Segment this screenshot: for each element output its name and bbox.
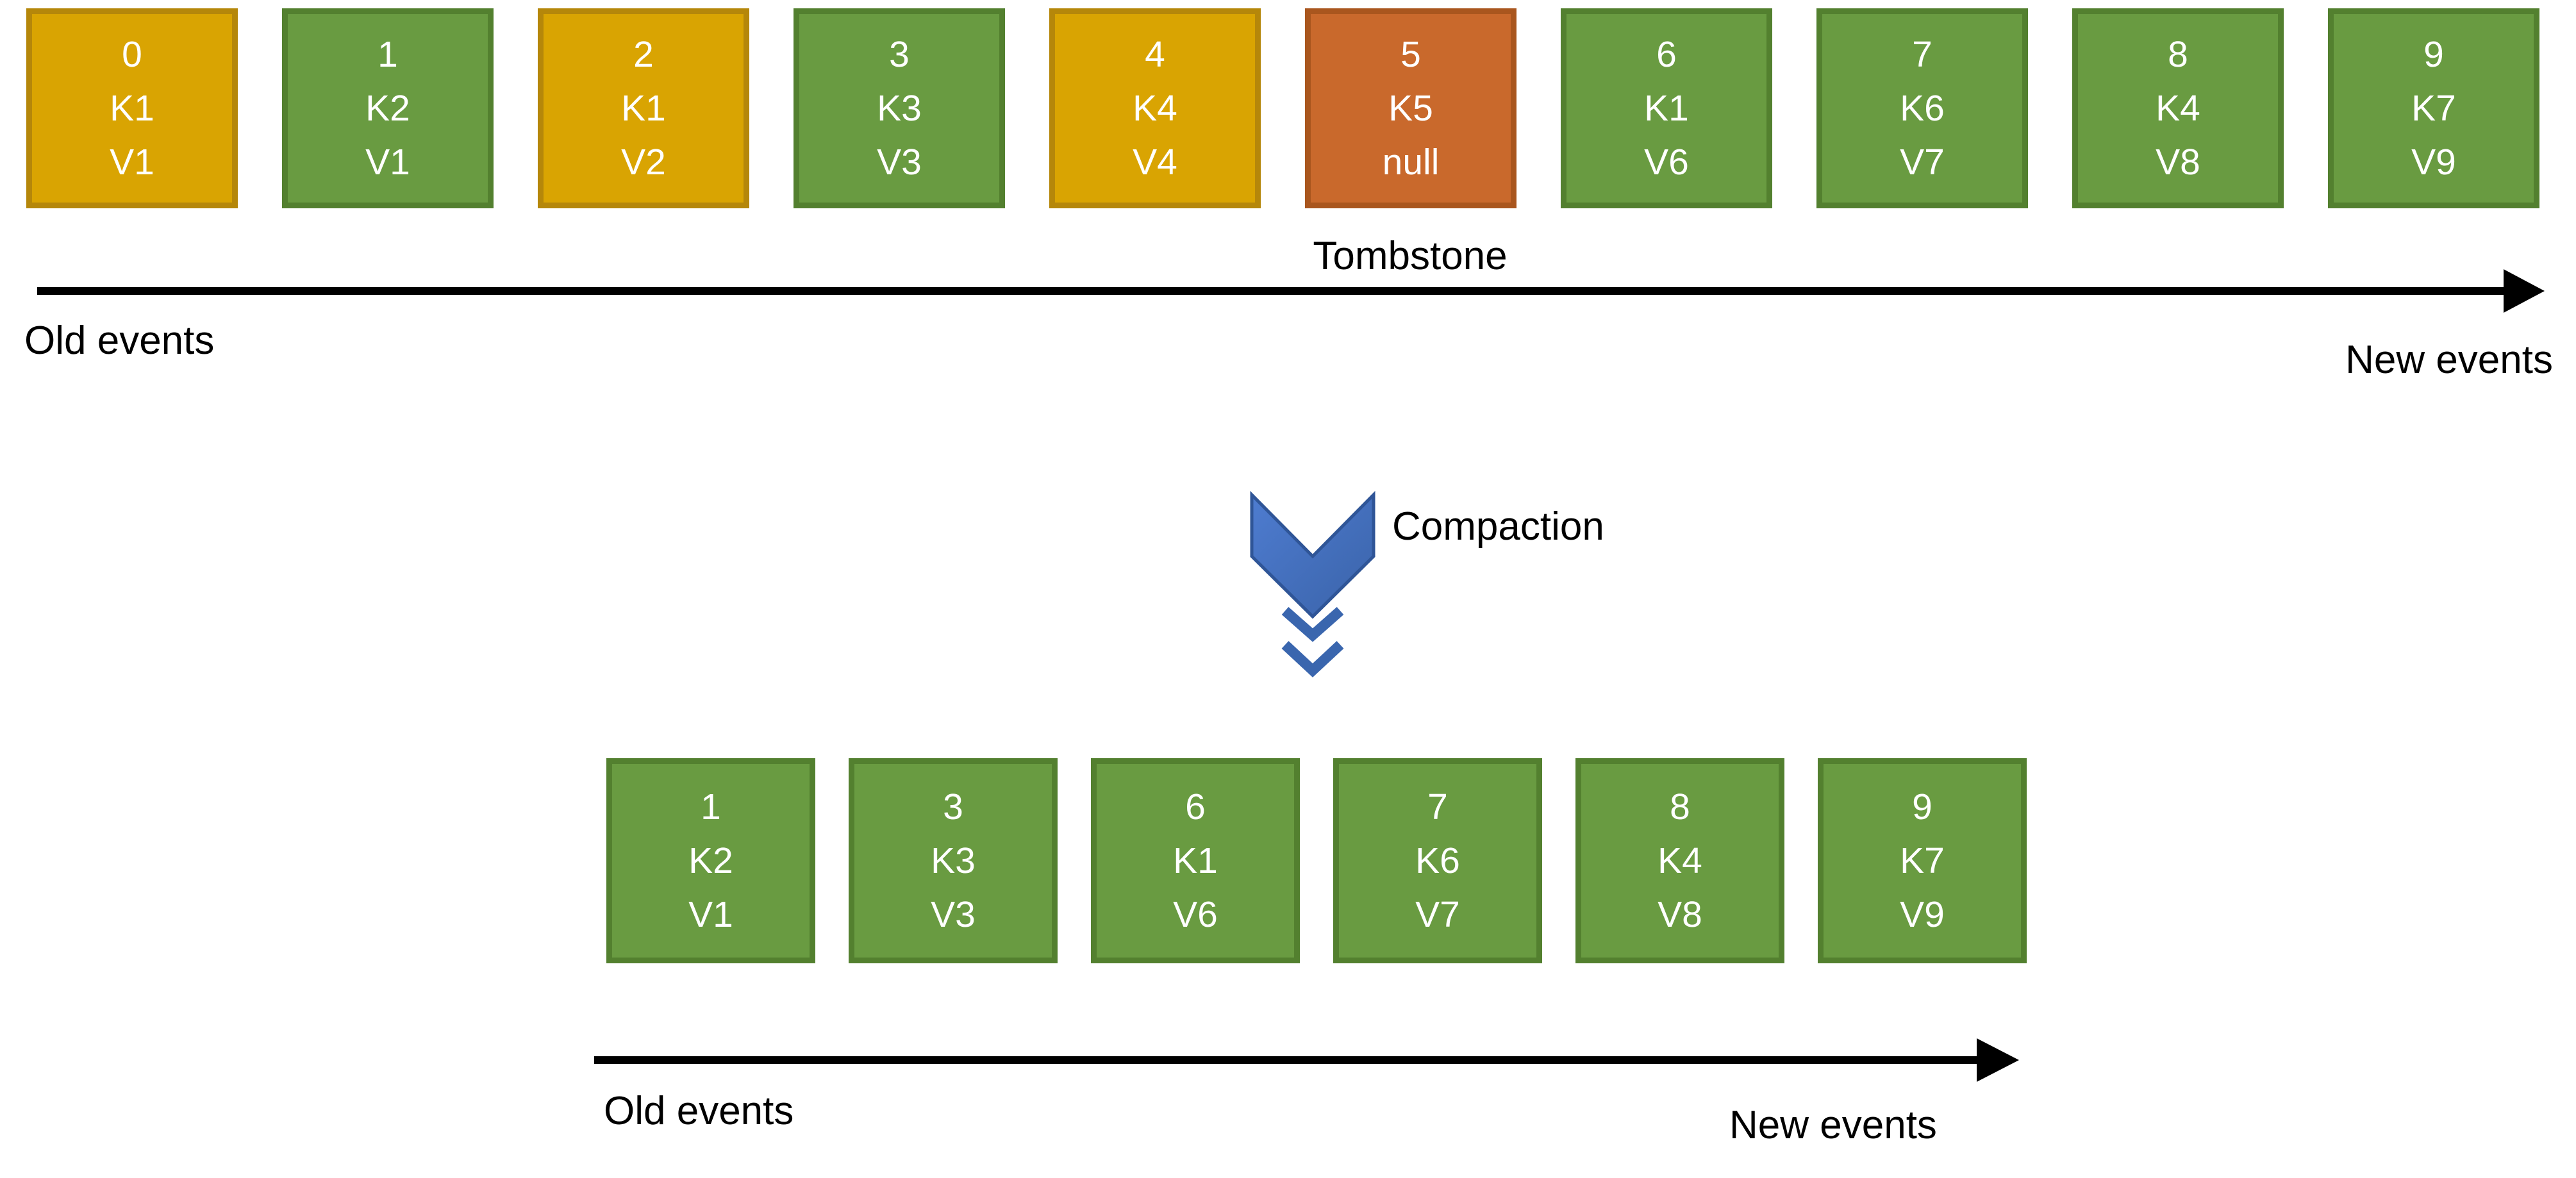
event-offset: 7 [1912, 34, 1932, 75]
top-arrowhead-icon [2504, 269, 2545, 313]
event-key: K4 [2156, 88, 2200, 129]
compacted-box-3: 7 K6 V7 [1333, 758, 1542, 963]
event-value: V9 [1900, 894, 1945, 935]
event-value: V3 [877, 142, 922, 183]
event-offset: 3 [943, 786, 963, 827]
bottom-timeline-arrow [594, 1038, 2019, 1082]
event-offset: 5 [1400, 34, 1421, 75]
event-value: null [1382, 142, 1440, 183]
big-chevron-down-icon [1250, 490, 1375, 619]
top-new-events-label: New events [2345, 338, 2553, 382]
event-box-8: 8 K4 V8 [2072, 8, 2284, 208]
event-offset: 8 [1670, 786, 1690, 827]
tombstone-label: Tombstone [1313, 234, 1508, 278]
event-key: K3 [931, 840, 976, 881]
event-box-3: 3 K3 V3 [794, 8, 1005, 208]
event-value: V2 [621, 142, 666, 183]
event-key: K2 [688, 840, 733, 881]
event-value: V7 [1900, 142, 1945, 183]
event-box-7: 7 K6 V7 [1816, 8, 2028, 208]
event-offset: 9 [1912, 786, 1932, 827]
event-key: K4 [1658, 840, 1702, 881]
event-key: K1 [621, 88, 666, 129]
event-box-2: 2 K1 V2 [538, 8, 749, 208]
event-key: K5 [1388, 88, 1433, 129]
event-offset: 0 [122, 34, 142, 75]
event-value: V1 [110, 142, 154, 183]
event-key: K1 [1173, 840, 1218, 881]
event-key: K6 [1415, 840, 1460, 881]
event-offset: 9 [2423, 34, 2444, 75]
compacted-box-4: 8 K4 V8 [1575, 758, 1784, 963]
compacted-box-2: 6 K1 V6 [1091, 758, 1300, 963]
event-value: V4 [1133, 142, 1177, 183]
event-value: V7 [1415, 894, 1460, 935]
event-offset: 6 [1656, 34, 1677, 75]
event-offset: 1 [701, 786, 721, 827]
event-box-6: 6 K1 V6 [1561, 8, 1772, 208]
event-box-0: 0 K1 V1 [26, 8, 238, 208]
top-old-events-label: Old events [24, 319, 215, 363]
event-key: K1 [110, 88, 154, 129]
event-offset: 3 [889, 34, 910, 75]
event-value: V8 [1658, 894, 1702, 935]
event-offset: 7 [1427, 786, 1448, 827]
event-value: V8 [2156, 142, 2200, 183]
top-timeline-arrow [37, 269, 2545, 313]
event-offset: 8 [2168, 34, 2188, 75]
event-offset: 4 [1145, 34, 1165, 75]
compaction-label: Compaction [1392, 504, 1604, 549]
compaction-chevron-icon [1250, 490, 1375, 677]
event-offset: 6 [1185, 786, 1206, 827]
small-chevron-down-icon [1281, 641, 1344, 677]
bottom-arrowhead-icon [1977, 1038, 2019, 1082]
compacted-box-1: 3 K3 V3 [849, 758, 1058, 963]
event-offset: 2 [633, 34, 654, 75]
bottom-new-events-label: New events [1729, 1103, 1937, 1147]
compacted-box-0: 1 K2 V1 [606, 758, 815, 963]
event-key: K1 [1644, 88, 1689, 129]
event-offset: 1 [378, 34, 398, 75]
event-key: K7 [1900, 840, 1945, 881]
event-value: V1 [688, 894, 733, 935]
event-key: K7 [2411, 88, 2456, 129]
event-key: K6 [1900, 88, 1945, 129]
small-chevron-down-icon [1281, 607, 1344, 642]
event-key: K2 [365, 88, 410, 129]
event-value: V6 [1173, 894, 1218, 935]
event-box-1: 1 K2 V1 [282, 8, 494, 208]
event-box-4: 4 K4 V4 [1049, 8, 1261, 208]
event-box-5-tombstone: 5 K5 null [1305, 8, 1517, 208]
event-value: V1 [365, 142, 410, 183]
event-value: V9 [2411, 142, 2456, 183]
compacted-box-5: 9 K7 V9 [1818, 758, 2027, 963]
event-key: K4 [1133, 88, 1177, 129]
bottom-old-events-label: Old events [604, 1089, 794, 1133]
event-box-9: 9 K7 V9 [2328, 8, 2539, 208]
event-value: V3 [931, 894, 976, 935]
event-value: V6 [1644, 142, 1689, 183]
event-key: K3 [877, 88, 922, 129]
